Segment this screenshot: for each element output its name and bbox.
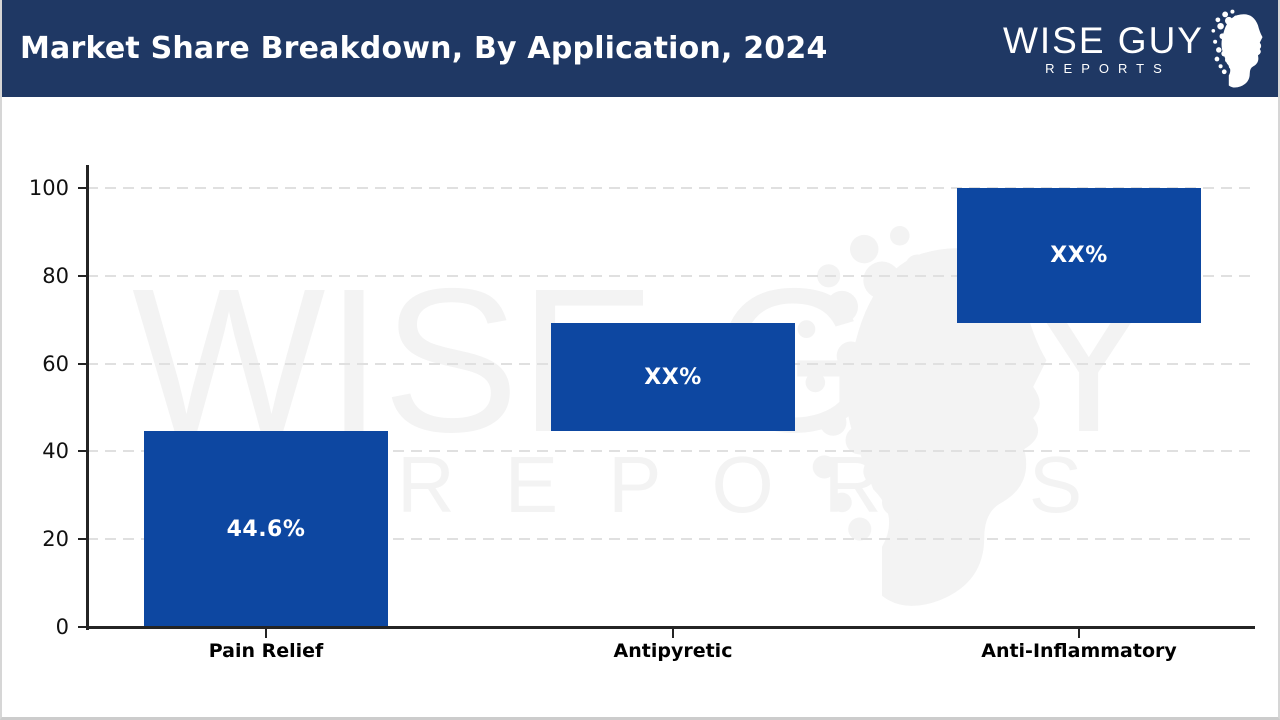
y-axis-tick-label: 40 [42,439,69,464]
bar-value-label: 44.6% [226,516,306,542]
y-axis-line [86,165,89,630]
page-title: Market Share Breakdown, By Application, … [20,31,828,66]
y-axis-tick-label: 100 [28,176,69,200]
x-axis-category-label: Pain Relief [208,640,324,662]
wiseguy-logo: WISE GUY REPORTS [1003,8,1268,90]
y-axis-tick [78,362,86,365]
x-axis-tick [265,629,267,638]
y-axis-tick-label: 60 [42,351,69,376]
x-axis-category-label: Antipyretic [613,640,733,662]
bar-antipyretic: XX% [551,323,795,432]
bar-anti-inflammatory: XX% [957,188,1201,324]
bar-value-label: XX% [1050,243,1108,269]
y-axis-tick [78,626,86,628]
gridline-80 [87,274,1255,277]
y-axis-tick [78,187,86,189]
wiseguy-face-icon [1211,9,1263,88]
x-axis-category-label: Anti-Inflammatory [981,640,1177,662]
y-axis-tick-label: 20 [42,527,69,552]
y-axis-tick-label: 0 [55,615,69,639]
y-axis-tick [78,274,86,277]
gridline-40 [87,450,1255,453]
gridline-100 [87,187,1255,189]
header-band: Market Share Breakdown, By Application, … [2,0,1278,97]
y-axis-tick-label: 80 [42,263,69,288]
y-axis-tick [78,538,86,541]
x-axis-tick [672,629,674,638]
x-axis-tick [1078,629,1080,638]
x-axis-line [86,626,1255,629]
y-axis-tick [78,450,86,453]
wiseguy-logo-line2: REPORTS [1045,61,1171,76]
gridline-20 [87,538,1255,541]
wiseguy-logo-text: WISE GUY REPORTS [1003,22,1204,75]
bar-pain-relief: 44.6% [144,431,388,627]
bar-value-label: XX% [644,364,702,390]
wiseguy-logo-line1: WISE GUY [1002,20,1204,61]
